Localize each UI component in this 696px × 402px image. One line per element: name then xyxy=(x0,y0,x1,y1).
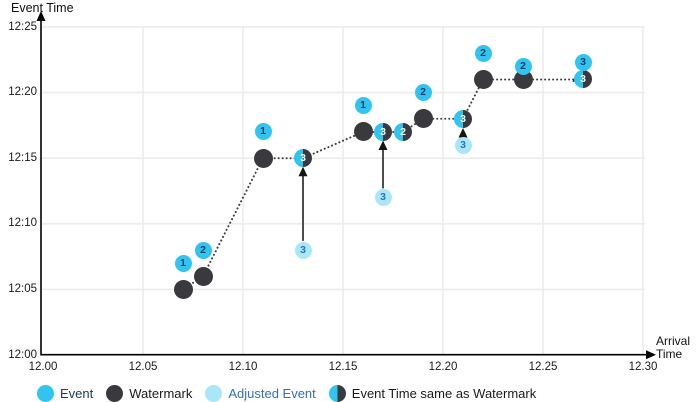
y-axis-tick-label: 12:00 xyxy=(8,348,37,361)
watermark-point xyxy=(413,109,433,129)
event-same-as-watermark-point: 3 xyxy=(374,122,392,141)
y-axis-arrow-icon xyxy=(36,11,46,21)
event-point: 1 xyxy=(174,254,192,272)
adjusted-event-point: 3 xyxy=(294,241,312,259)
y-axis-tick-label: 12:05 xyxy=(8,282,37,295)
legend-item-event_same_as_watermark: Event Time same as Watermark xyxy=(328,385,537,402)
event-same-as-watermark-point: 2 xyxy=(394,122,412,141)
x-axis-title-line2: Time xyxy=(656,347,683,361)
legend-label: Event xyxy=(60,386,94,401)
y-axis-tick-label: 12:20 xyxy=(8,86,37,99)
adjusted-event-point: 3 xyxy=(374,189,392,207)
y-axis-tick-label: 12:15 xyxy=(8,151,37,164)
x-axis-tick-label: 12.00 xyxy=(28,361,58,373)
legend: Event Watermark Adjusted Event Event Time s… xyxy=(37,385,536,402)
x-axis-tick-label: 12.20 xyxy=(428,361,458,373)
legend-item-adjusted_event: Adjusted Event xyxy=(205,385,316,402)
x-axis-tick-label: 12.10 xyxy=(228,361,258,373)
event-same-as-watermark-swatch-icon xyxy=(328,385,346,402)
watermark-point xyxy=(193,266,213,286)
x-axis-tick-label: 12.25 xyxy=(528,361,558,373)
x-axis-tick-label: 12.05 xyxy=(128,361,158,373)
watermark-point xyxy=(253,148,273,168)
watermark-point xyxy=(513,69,533,89)
y-axis-tick-label: 12:25 xyxy=(8,20,37,33)
watermark-point xyxy=(473,69,493,89)
event-point: 2 xyxy=(514,57,532,75)
watermark-swatch-icon xyxy=(106,385,124,402)
watermark-point xyxy=(173,279,193,299)
event-same-as-watermark-point: 3 xyxy=(574,70,592,89)
y-axis-tick-label: 12:10 xyxy=(8,217,37,230)
x-axis-tick-label: 12.15 xyxy=(328,361,358,373)
adjustment-arrow-head xyxy=(378,140,388,150)
event-point: 1 xyxy=(354,97,372,115)
legend-label: Watermark xyxy=(129,386,193,401)
adjustment-arrow-head xyxy=(458,128,468,138)
legend-label: Adjusted Event xyxy=(228,386,316,401)
legend-label: Event Time same as Watermark xyxy=(351,386,537,401)
event-point: 2 xyxy=(194,241,212,259)
event-same-as-watermark-point: 3 xyxy=(454,109,472,128)
x-axis-arrow-icon xyxy=(646,350,656,360)
event-swatch-icon xyxy=(37,385,54,402)
legend-item-watermark: Watermark xyxy=(106,385,192,402)
event-point: 2 xyxy=(474,44,492,62)
event-point: 2 xyxy=(414,84,432,102)
x-axis-tick-label: 12.30 xyxy=(628,361,658,373)
adjusted-event-point: 3 xyxy=(454,136,472,154)
x-axis-title: Arrival Time xyxy=(656,335,696,361)
event-point: 1 xyxy=(254,123,272,141)
x-axis-title-line1: Arrival xyxy=(656,334,691,348)
watermark-point xyxy=(353,122,373,142)
y-axis-title: Event Time xyxy=(11,1,74,15)
legend-item-event: Event xyxy=(37,385,93,402)
event-point: 3 xyxy=(574,53,592,71)
event-same-as-watermark-point: 3 xyxy=(294,149,312,168)
adjusted-event-swatch-icon xyxy=(205,385,223,402)
adjustment-arrow-head xyxy=(298,166,308,177)
